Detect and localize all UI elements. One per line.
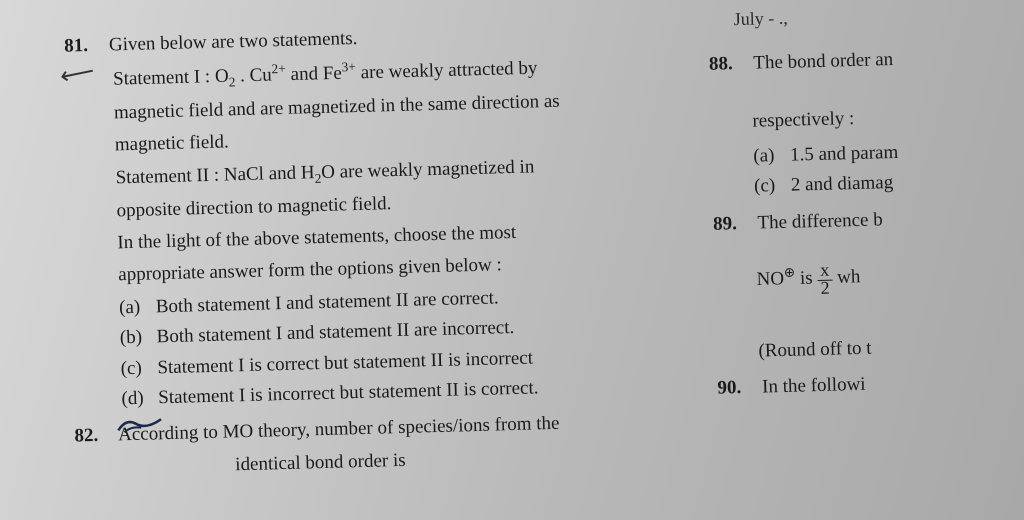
stmt1-part-d: are weakly attracted by: [356, 58, 538, 84]
stmt1-part-a: Statement I : O: [113, 66, 229, 90]
no-sup: ⊕: [784, 265, 796, 280]
frac-denominator: 2: [817, 278, 833, 298]
q88-sub: respectively :: [710, 100, 1011, 138]
q89-round: (Round off to t: [716, 330, 1017, 368]
q90-text: In the followi: [762, 374, 866, 398]
opt-c-text: Statement I is correct but statement II …: [157, 347, 533, 378]
q88-opt-a-label: (a): [753, 141, 786, 172]
stmt1-part-b: . Cu: [235, 65, 272, 87]
left-column: ⟵ 81. Given below are two statements. St…: [64, 15, 696, 486]
opt-b-label: (b): [120, 323, 153, 354]
opt-a-label: (a): [119, 292, 152, 323]
stmt2-part-a: Statement II : NaCl and H: [115, 162, 314, 188]
sup-fe: 3+: [341, 59, 356, 74]
no-text-a: NO: [756, 268, 784, 290]
q88-opt-c-label: (c): [754, 171, 787, 202]
opt-d-label: (d): [121, 383, 154, 414]
q88-text: The bond order an: [753, 49, 893, 74]
q89-line: 89. The difference b: [713, 201, 1014, 239]
q82-number: 82.: [74, 421, 115, 452]
opt-d-text: Statement I is incorrect but statement I…: [158, 377, 539, 408]
opt-a-text: Both statement I and statement II are co…: [156, 287, 499, 317]
no-text-c: wh: [832, 266, 861, 288]
q88-opt-a-text: 1.5 and param: [790, 142, 899, 166]
q88-opt-c-text: 2 and diamag: [791, 172, 894, 196]
stmt2-part-b: O are weakly magnetized in: [321, 156, 535, 183]
no-text-b: is: [795, 267, 818, 289]
q88-line: 88. The bond order an: [709, 42, 1010, 80]
q89-number: 89.: [713, 208, 754, 239]
q81-intro-text: Given below are two statements.: [109, 28, 358, 55]
top-fragment-text: July - .,: [734, 8, 789, 30]
sup-cu: 2+: [271, 61, 286, 76]
q90-line: 90. In the followi: [717, 366, 1018, 404]
opt-b-text: Both statement I and statement II are in…: [156, 317, 514, 347]
opt-c-label: (c): [120, 353, 153, 384]
stmt1-part-c: and Fe: [286, 63, 342, 85]
q88-number: 88.: [709, 49, 750, 80]
q89-text: The difference b: [757, 209, 883, 233]
q89-formula: NO⊕ is x2 wh: [714, 256, 1015, 300]
q88-option-c: (c) 2 and diamag: [712, 165, 1013, 203]
q82-text: According to MO theory, number of specie…: [118, 413, 560, 446]
fraction: x2: [817, 261, 833, 297]
right-column: 88. The bond order an respectively : (a)…: [709, 42, 1018, 408]
q90-number: 90.: [717, 373, 758, 404]
